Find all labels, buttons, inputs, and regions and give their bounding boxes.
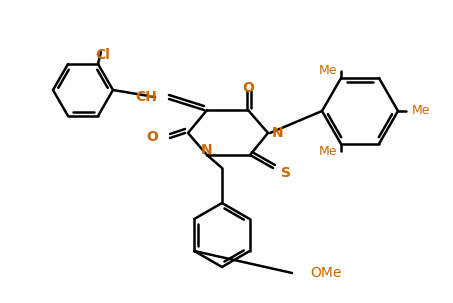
Text: Cl: Cl [96, 48, 111, 62]
Text: N: N [272, 126, 284, 140]
Text: Me: Me [412, 105, 430, 118]
Text: S: S [281, 166, 291, 180]
Text: Me: Me [318, 64, 337, 77]
Text: Me: Me [318, 145, 337, 158]
Text: O: O [146, 130, 158, 144]
Text: O: O [242, 81, 254, 95]
Text: OMe: OMe [310, 266, 342, 280]
Text: N: N [201, 143, 213, 157]
Text: CH: CH [135, 90, 157, 104]
